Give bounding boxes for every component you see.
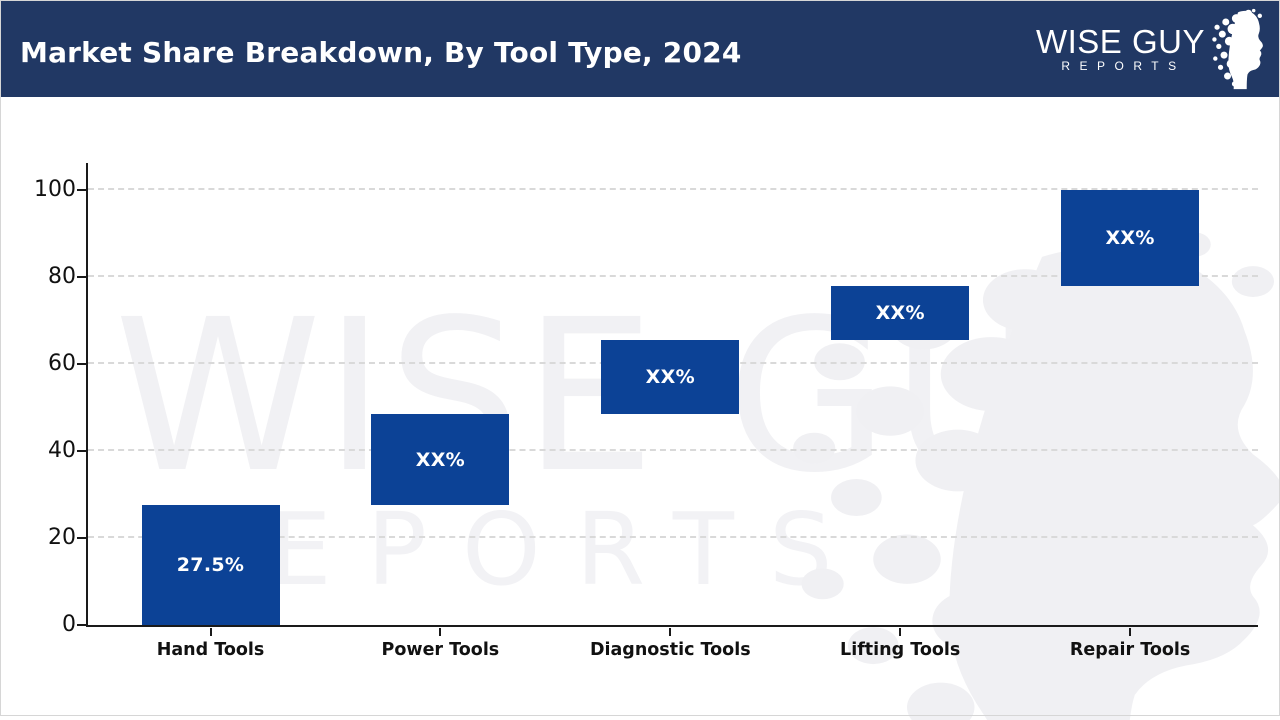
gridline-40 <box>88 449 1258 452</box>
bar-lifting-tools: XX% <box>831 285 970 341</box>
bar-repair-tools: XX% <box>1061 190 1200 286</box>
logo-wordmark: WISE GUY <box>1035 22 1205 60</box>
bar-label-hand-tools: 27.5% <box>176 554 245 577</box>
x-tick-power-tools <box>439 628 442 636</box>
y-tick-20 <box>77 537 86 540</box>
y-tick-label-20: 20 <box>48 525 76 551</box>
bar-label-power-tools: XX% <box>415 448 466 471</box>
chart-canvas: WISE GUY REPORTS 27.5%XX%XX%XX%XX% 02040… <box>0 97 1280 720</box>
bar-power-tools: XX% <box>371 414 510 506</box>
y-tick-label-100: 100 <box>34 177 76 203</box>
y-tick-0 <box>77 624 86 626</box>
y-axis-line <box>86 163 88 627</box>
y-tick-40 <box>77 450 86 453</box>
x-label-lifting-tools: Lifting Tools <box>840 640 961 660</box>
gridline-20 <box>88 536 1258 539</box>
logo-subtext: REPORTS <box>1061 59 1186 74</box>
x-label-repair-tools: Repair Tools <box>1069 640 1191 660</box>
plot-area: 27.5% XX% XX% XX% XX% <box>77 163 1258 636</box>
x-axis-line <box>86 625 1258 627</box>
bar-label-lifting-tools: XX% <box>875 301 925 324</box>
x-label-hand-tools: Hand Tools <box>156 640 265 660</box>
x-label-diagnostic-tools: Diagnostic Tools <box>589 640 751 660</box>
y-tick-label-40: 40 <box>48 438 76 464</box>
bar-diagnostic-tools: XX% <box>601 340 740 415</box>
y-tick-label-0: 0 <box>62 612 76 637</box>
gridline-80 <box>88 275 1258 278</box>
wise-guy-face-icon <box>1210 8 1266 90</box>
y-tick-label-60: 60 <box>48 351 76 377</box>
brand-logo: WISE GUY REPORTS <box>1036 7 1266 91</box>
x-tick-repair-tools <box>1129 628 1132 636</box>
chart-title: Market Share Breakdown, By Tool Type, 20… <box>20 36 742 69</box>
x-tick-hand-tools <box>209 628 212 636</box>
x-label-power-tools: Power Tools <box>381 640 500 660</box>
y-tick-60 <box>77 363 86 366</box>
gridline-100 <box>88 188 1258 191</box>
x-tick-lifting-tools <box>899 628 902 636</box>
y-tick-100 <box>77 189 86 192</box>
brand-logo-text: WISE GUY REPORTS <box>1035 22 1205 74</box>
y-tick-80 <box>77 276 86 279</box>
bar-hand-tools: 27.5% <box>141 505 280 625</box>
header-bar: Market Share Breakdown, By Tool Type, 20… <box>0 0 1280 97</box>
x-tick-diagnostic-tools <box>669 628 672 636</box>
y-tick-label-80: 80 <box>48 264 76 290</box>
bar-label-repair-tools: XX% <box>1105 226 1155 249</box>
bar-label-diagnostic-tools: XX% <box>645 366 695 389</box>
